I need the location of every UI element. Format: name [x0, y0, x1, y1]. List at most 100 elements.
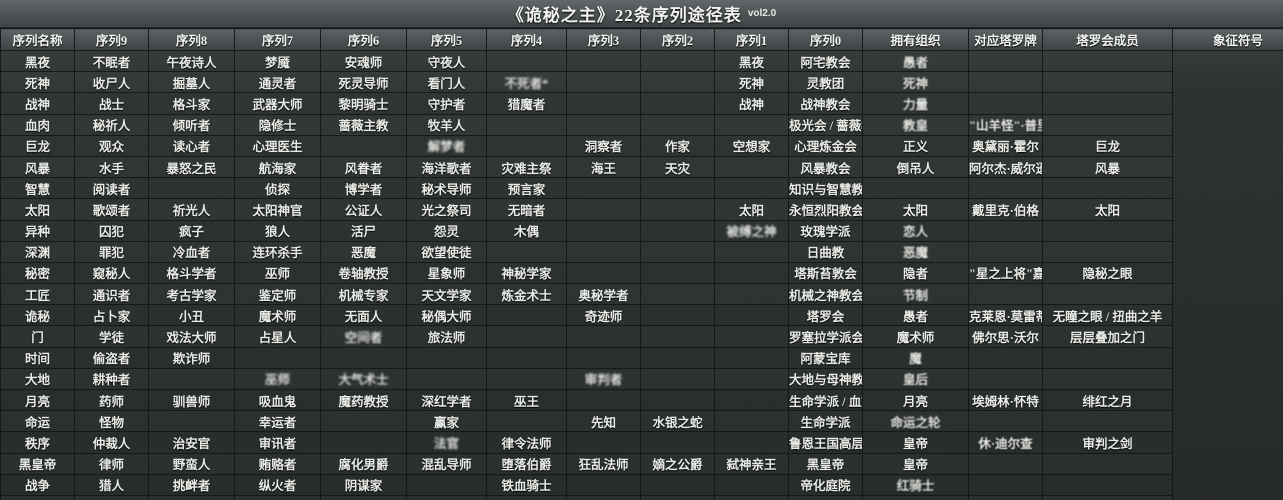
- sequence-cell: 秘祈人: [74, 113, 149, 136]
- sequence-cell: 黑夜: [714, 49, 789, 73]
- sequence-cell: 黎明骑士: [320, 92, 407, 115]
- symbol-cell: 无瞳之眼 / 扭曲之羊: [1042, 304, 1173, 327]
- tarot-card-cell: 死神: [862, 71, 969, 94]
- tarot-member-cell: [968, 346, 1043, 369]
- page-title: 《诡秘之主》22条序列途径表: [506, 6, 742, 25]
- pathway-name: 巨龙: [0, 134, 75, 157]
- tarot-card-cell: 恋人: [862, 219, 969, 242]
- organization-cell: 帝化庭院: [788, 473, 863, 496]
- sequence-cell: 通灵者: [234, 71, 321, 94]
- symbol-cell: [1042, 283, 1173, 306]
- tarot-card-cell: 恶魔: [862, 240, 969, 263]
- sequence-cell: 占星人: [234, 325, 321, 348]
- sequence-cell: [640, 367, 715, 391]
- symbol-cell: [1042, 219, 1173, 242]
- organization-cell: 日曲教: [788, 240, 863, 263]
- sequence-cell: [486, 240, 567, 263]
- sequence-cell: 仲裁人: [74, 431, 149, 454]
- sequence-cell: 秘偶大师: [406, 304, 487, 327]
- column-header-0: 序列名称: [0, 28, 75, 51]
- tarot-member-cell: 克莱恩·莫雷蒂: [968, 304, 1043, 327]
- sequence-cell: 偷盗者: [74, 346, 149, 369]
- pathway-name: 命运: [0, 410, 75, 433]
- sequence-cell: 野蛮人: [148, 452, 235, 475]
- sequence-cell: 作家: [640, 134, 715, 157]
- symbol-cell: 风暴: [1042, 155, 1173, 179]
- column-header-12: 对应塔罗牌: [968, 28, 1043, 51]
- sequence-cell: 不死者*: [486, 71, 567, 94]
- table-row: 时间 偷盗者 欺诈师 阿蒙宝库魔: [0, 346, 1283, 369]
- sequence-cell: 侦探: [234, 177, 321, 200]
- sequence-cell: [640, 325, 715, 348]
- pathway-name: 血肉: [0, 113, 75, 136]
- sequence-cell: [486, 325, 567, 348]
- sequence-cell: 守护者: [406, 92, 487, 115]
- sequence-cell: [566, 49, 641, 73]
- sequence-cell: [406, 367, 487, 391]
- table-row: 战神 战士 格斗家 武器大师 黎明骑士 守护者 猎魔者 战神 战神教会 力量: [0, 92, 1283, 115]
- sequence-cell: [148, 410, 235, 433]
- tarot-member-cell: [968, 283, 1043, 306]
- sequence-cell: 考古学家: [148, 283, 235, 306]
- column-header-13: 塔罗会成员: [1042, 28, 1173, 51]
- sequence-cell: [566, 198, 641, 221]
- sequence-cell: 占卜家: [74, 304, 149, 327]
- tarot-card-cell: 月亮: [862, 388, 969, 412]
- sequence-cell: 奇迹师: [566, 304, 641, 327]
- tarot-member-cell: [968, 71, 1043, 94]
- sequence-cell: 混乱导师: [406, 452, 487, 475]
- sequence-cell: 魔术师: [234, 304, 321, 327]
- sequence-cell: 风眷者: [320, 155, 407, 179]
- table-header-row: 序列名称 序列9 序列8 序列7 序列6 序列5 序列4 序列3 序列2 序列1 序列0 拥有组织 对应…: [0, 28, 1283, 51]
- tarot-member-cell: "星之上将"嘉德丽雅: [968, 261, 1043, 285]
- organization-cell: 玫瑰学派: [788, 219, 863, 242]
- tarot-card-cell: 红骑士: [862, 473, 969, 496]
- tarot-member-cell: 埃姆林·怀特: [968, 388, 1043, 412]
- tarot-card-cell: 太阳: [862, 198, 969, 221]
- sequence-cell: 水银之蛇: [640, 410, 715, 433]
- tarot-card-cell: 隐者: [862, 261, 969, 285]
- sequence-cell: 被缚之神: [714, 219, 789, 242]
- sequence-cell: 心理医生: [234, 134, 321, 157]
- sequence-cell: [406, 346, 487, 369]
- sequence-cell: 堕落伯爵: [486, 452, 567, 475]
- sequence-cell: 祈光人: [148, 198, 235, 221]
- column-header-10: 序列0: [788, 28, 863, 51]
- sequence-cell: 隐修士: [234, 113, 321, 136]
- sequence-cell: 冷血者: [148, 240, 235, 263]
- sequence-cell: 女巫: [234, 494, 321, 500]
- sequence-cell: 贿赂者: [234, 452, 321, 475]
- sequence-cell: 律令法师: [486, 431, 567, 454]
- sequence-cell: 怪物: [74, 410, 149, 433]
- sequence-cell: 太阳: [714, 198, 789, 221]
- symbol-cell: [1042, 410, 1173, 433]
- sequence-cell: 深红学者: [406, 388, 487, 412]
- sequence-cell: [714, 261, 789, 285]
- sequence-cell: [640, 198, 715, 221]
- pathway-name: 风暴: [0, 155, 75, 179]
- sequence-cell: 海王: [566, 155, 641, 179]
- organization-cell: 塔罗会: [788, 304, 863, 327]
- sequence-cell: 海洋歌者: [406, 155, 487, 179]
- sequence-cell: 囚犯: [74, 219, 149, 242]
- column-header-14: 象征符号: [1172, 28, 1283, 51]
- sequence-cell: [566, 219, 641, 242]
- sequence-cell: 炼金术士: [486, 283, 567, 306]
- sequence-cell: 通识者: [74, 283, 149, 306]
- sequence-cell: 罪犯: [74, 240, 149, 263]
- sequence-cell: 水手: [74, 155, 149, 179]
- sequence-cell: 天文学家: [406, 283, 487, 306]
- sequence-cell: 战士: [74, 92, 149, 115]
- tarot-card-cell: 愚者: [862, 49, 969, 73]
- sequence-cell: [640, 113, 715, 136]
- tarot-card-cell: [862, 177, 969, 200]
- symbol-cell: [1042, 113, 1173, 136]
- sequence-cell: [640, 304, 715, 327]
- tarot-member-cell: [968, 92, 1043, 115]
- sequence-cell: [714, 367, 789, 391]
- sequence-cell: 腐化男爵: [320, 452, 407, 475]
- sequence-cell: 机械专家: [320, 283, 407, 306]
- sequence-cell: [566, 325, 641, 348]
